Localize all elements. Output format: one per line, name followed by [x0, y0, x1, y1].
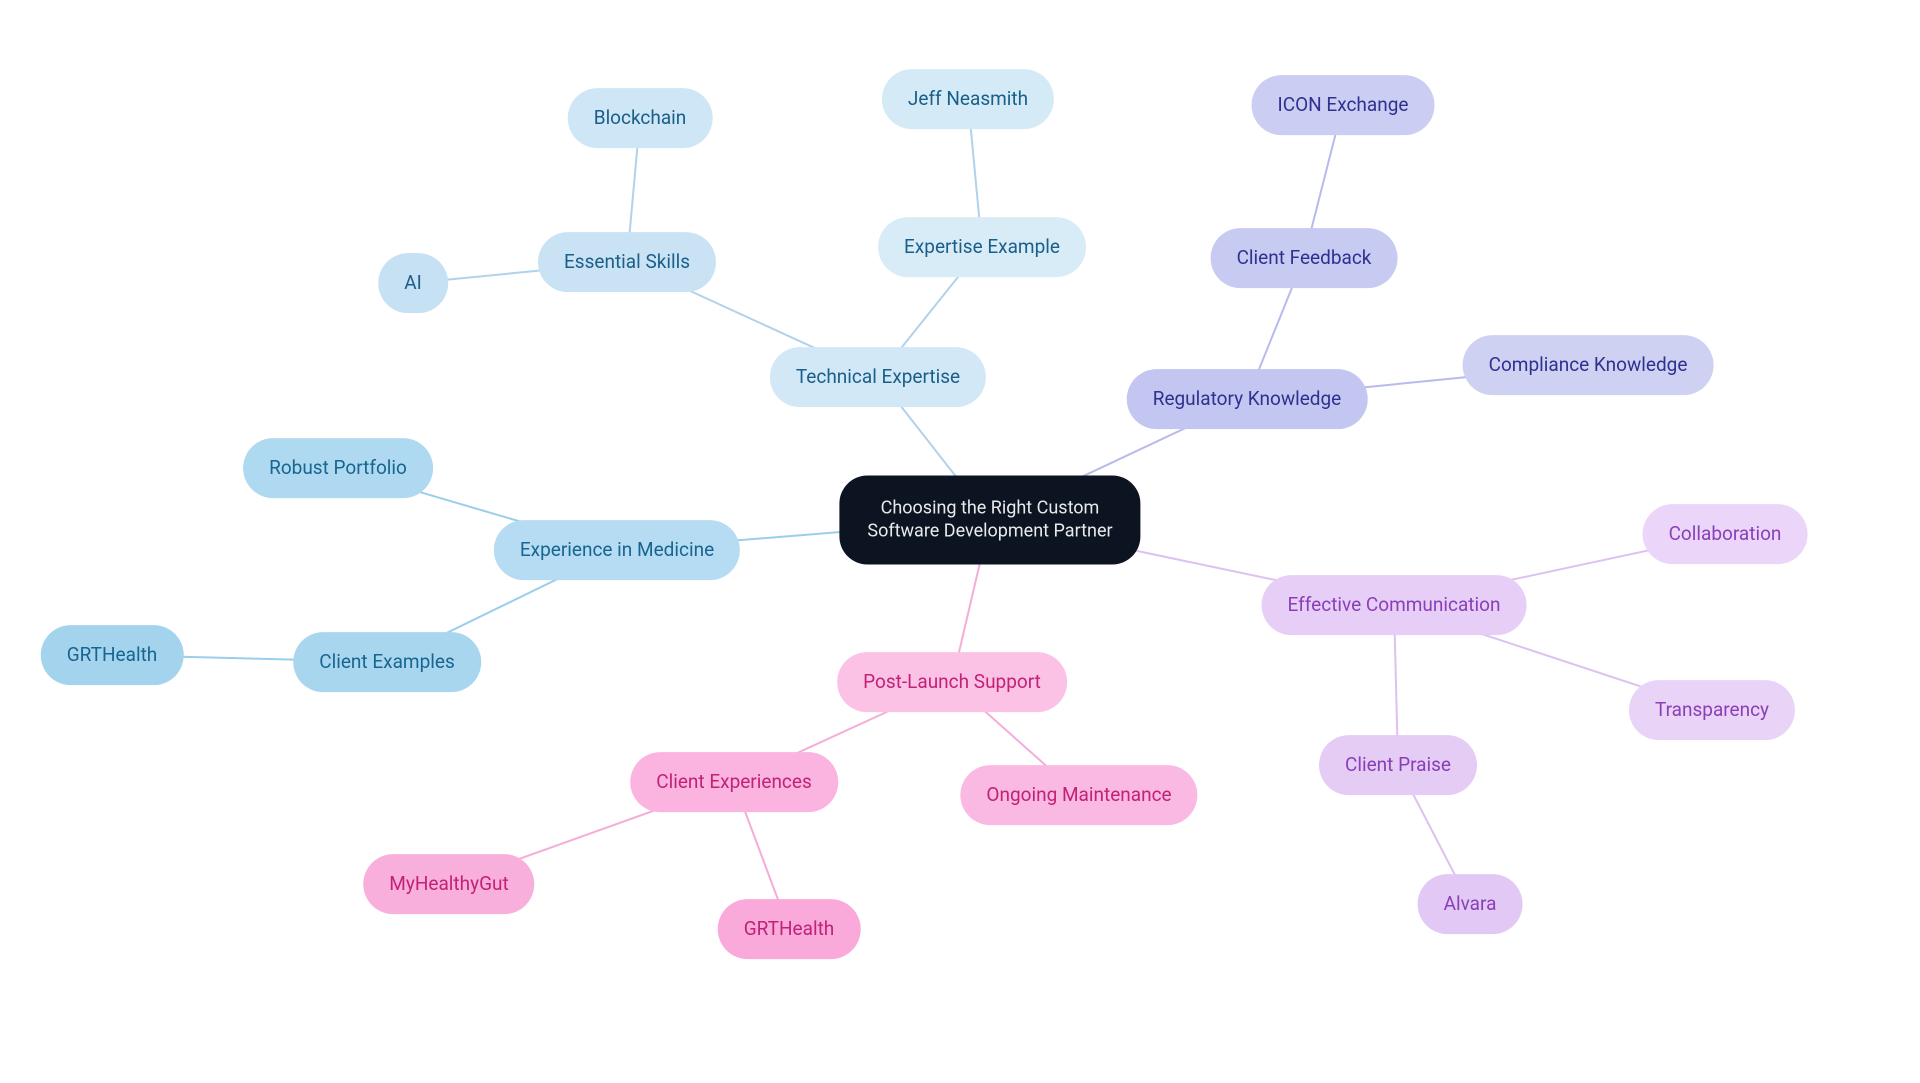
mindmap-center-node[interactable]: Choosing the Right Custom Software Devel… — [839, 476, 1140, 565]
mindmap-node-comm-collab[interactable]: Collaboration — [1643, 504, 1808, 564]
mindmap-node-comm-root[interactable]: Effective Communication — [1262, 575, 1527, 635]
mindmap-node-post-myhealthy[interactable]: MyHealthyGut — [363, 854, 534, 914]
mindmap-node-tech-ai[interactable]: AI — [378, 253, 448, 313]
node-label: Blockchain — [594, 106, 687, 130]
mindmap-node-tech-blockchain[interactable]: Blockchain — [568, 88, 713, 148]
node-label: Effective Communication — [1288, 593, 1501, 617]
mindmap-node-comm-alvara[interactable]: Alvara — [1418, 874, 1523, 934]
node-label: Client Praise — [1345, 753, 1451, 777]
mindmap-node-exp-clients[interactable]: Client Examples — [293, 632, 481, 692]
mindmap-node-tech-skills[interactable]: Essential Skills — [538, 232, 716, 292]
mindmap-node-tech-root[interactable]: Technical Expertise — [770, 347, 986, 407]
node-label: Collaboration — [1669, 522, 1782, 546]
node-label: Essential Skills — [564, 250, 690, 274]
mindmap-node-reg-icon[interactable]: ICON Exchange — [1252, 75, 1435, 135]
node-label: Expertise Example — [904, 235, 1060, 259]
node-label: Technical Expertise — [796, 365, 960, 389]
node-label: Post-Launch Support — [863, 670, 1041, 694]
mindmap-node-tech-example[interactable]: Expertise Example — [878, 217, 1086, 277]
mindmap-node-post-maint[interactable]: Ongoing Maintenance — [960, 765, 1197, 825]
node-label: Client Examples — [319, 650, 455, 674]
mindmap-node-post-root[interactable]: Post-Launch Support — [837, 652, 1067, 712]
node-label: ICON Exchange — [1278, 93, 1409, 117]
mindmap-node-post-clients[interactable]: Client Experiences — [630, 752, 838, 812]
node-label: Regulatory Knowledge — [1153, 387, 1342, 411]
mindmap-node-reg-compliance[interactable]: Compliance Knowledge — [1463, 335, 1714, 395]
mindmap-node-reg-root[interactable]: Regulatory Knowledge — [1127, 369, 1368, 429]
mindmap-node-reg-feedback[interactable]: Client Feedback — [1211, 228, 1398, 288]
node-label: Client Feedback — [1237, 246, 1372, 270]
mindmap-node-post-grt[interactable]: GRTHealth — [718, 899, 861, 959]
node-label: Ongoing Maintenance — [986, 783, 1171, 807]
mindmap-node-exp-grt[interactable]: GRTHealth — [41, 625, 184, 685]
mindmap-node-comm-transparency[interactable]: Transparency — [1629, 680, 1795, 740]
node-label: GRTHealth — [744, 917, 835, 941]
node-label: AI — [404, 271, 422, 295]
node-label: GRTHealth — [67, 643, 158, 667]
node-label: MyHealthyGut — [389, 872, 508, 896]
mindmap-node-exp-root[interactable]: Experience in Medicine — [494, 520, 740, 580]
mindmap-node-exp-portfolio[interactable]: Robust Portfolio — [243, 438, 433, 498]
node-label: Experience in Medicine — [520, 538, 714, 562]
node-label: Choosing the Right Custom Software Devel… — [867, 498, 1112, 543]
node-label: Robust Portfolio — [269, 456, 407, 480]
mindmap-node-tech-jeff[interactable]: Jeff Neasmith — [882, 69, 1054, 129]
node-label: Client Experiences — [656, 770, 812, 794]
node-label: Compliance Knowledge — [1489, 353, 1688, 377]
node-label: Alvara — [1444, 892, 1497, 916]
node-label: Jeff Neasmith — [908, 87, 1028, 111]
mindmap-node-comm-praise[interactable]: Client Praise — [1319, 735, 1477, 795]
node-label: Transparency — [1655, 698, 1769, 722]
